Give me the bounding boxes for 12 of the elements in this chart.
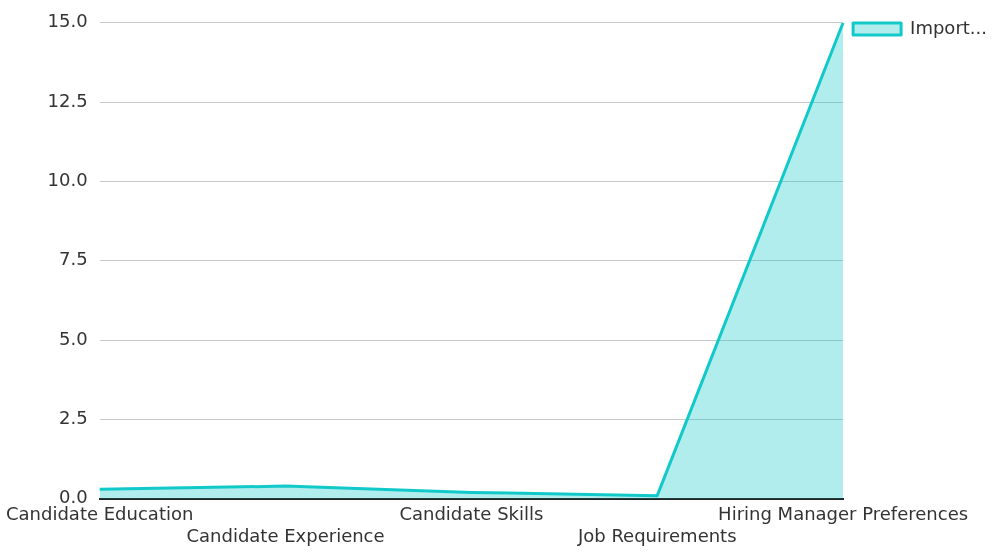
y-tick-label: 7.5 [59,248,88,270]
y-tick-label: 15.0 [47,10,88,32]
x-tick-label: Candidate Skills [399,503,544,525]
x-tick-label: Hiring Manager Preferences [718,503,969,525]
y-tick-label: 12.5 [47,89,88,111]
y-tick-label: 2.5 [59,407,88,429]
y-tick-label: 10.0 [47,169,88,191]
legend-label: Import... [910,16,987,38]
x-tick-label: Candidate Experience [186,524,385,546]
y-tick-label: 5.0 [59,327,88,349]
x-tick-label: Candidate Education [6,503,194,525]
x-tick-label: Job Requirements [576,524,737,546]
